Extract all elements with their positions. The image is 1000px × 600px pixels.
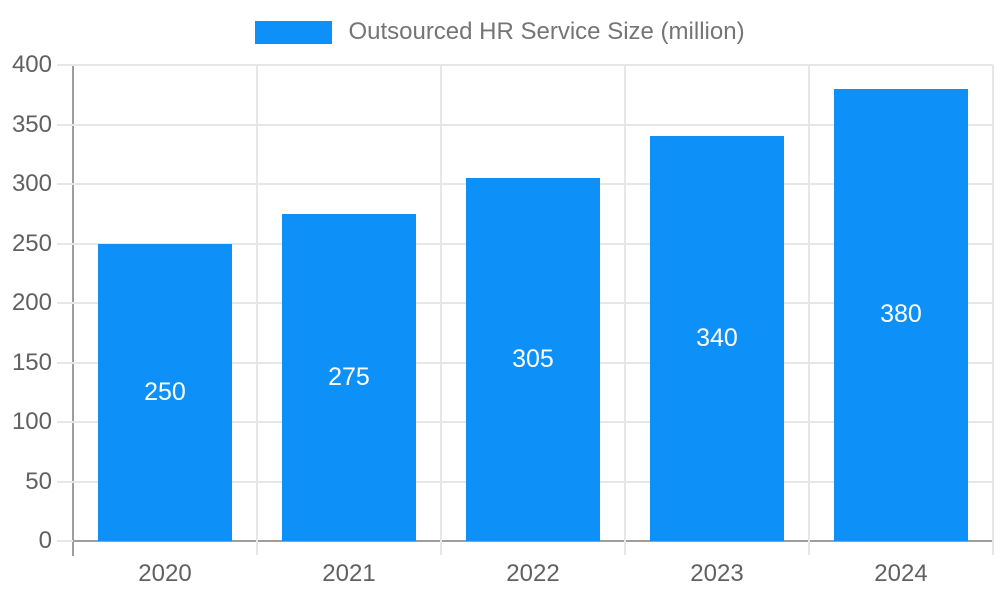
bar-2023[interactable]: 340 bbox=[650, 136, 784, 541]
legend-label: Outsourced HR Service Size (million) bbox=[348, 18, 745, 45]
legend[interactable]: Outsourced HR Service Size (million) bbox=[0, 18, 1000, 46]
y-axis-tick bbox=[57, 302, 73, 304]
x-axis-label: 2022 bbox=[506, 560, 560, 587]
y-axis-label: 250 bbox=[11, 229, 52, 257]
y-axis-tick bbox=[57, 421, 73, 423]
legend-swatch bbox=[255, 20, 333, 44]
gridline-horizontal bbox=[73, 123, 993, 126]
y-axis-label: 350 bbox=[11, 110, 52, 138]
y-axis-tick bbox=[57, 183, 73, 185]
bar-value-label: 380 bbox=[880, 300, 922, 329]
y-axis-line bbox=[72, 65, 74, 556]
y-axis-tick bbox=[57, 361, 73, 364]
y-axis-label: 150 bbox=[11, 348, 52, 376]
y-axis-label: 50 bbox=[25, 467, 52, 495]
bar-value-label: 250 bbox=[144, 377, 186, 406]
y-axis-label: 300 bbox=[11, 170, 52, 197]
y-axis-label: 400 bbox=[11, 51, 52, 78]
x-axis-label: 2024 bbox=[874, 560, 928, 587]
y-axis-label: 0 bbox=[38, 527, 52, 554]
x-axis-label: 2020 bbox=[138, 560, 192, 587]
x-axis-label: 2021 bbox=[322, 560, 376, 587]
bar-value-label: 275 bbox=[328, 362, 370, 391]
x-axis-label: 2023 bbox=[690, 560, 744, 587]
gridline-vertical bbox=[440, 65, 442, 555]
bar-value-label: 305 bbox=[512, 345, 554, 374]
x-axis-line bbox=[57, 540, 993, 542]
y-axis-tick bbox=[57, 242, 73, 245]
y-axis-tick bbox=[57, 123, 73, 126]
bar-value-label: 340 bbox=[696, 324, 738, 353]
bar-2024[interactable]: 380 bbox=[834, 88, 968, 541]
gridline-vertical bbox=[256, 65, 258, 555]
bar-2020[interactable]: 250 bbox=[98, 243, 232, 541]
y-axis-tick bbox=[57, 480, 73, 483]
plot-area: 0 50 100 150 200 250 300 350 400 250 2020 275 2021 30… bbox=[12, 51, 994, 587]
y-axis-label: 100 bbox=[11, 408, 52, 435]
y-axis-label: 200 bbox=[11, 289, 52, 316]
bar-2022[interactable]: 305 bbox=[466, 178, 600, 541]
gridline-vertical bbox=[808, 65, 810, 555]
gridline-horizontal bbox=[73, 64, 993, 66]
bar-2021[interactable]: 275 bbox=[282, 213, 416, 541]
y-axis-tick bbox=[57, 64, 73, 66]
gridline-vertical bbox=[992, 65, 994, 555]
y-axis-tick bbox=[57, 540, 73, 542]
gridline-vertical bbox=[624, 65, 626, 555]
